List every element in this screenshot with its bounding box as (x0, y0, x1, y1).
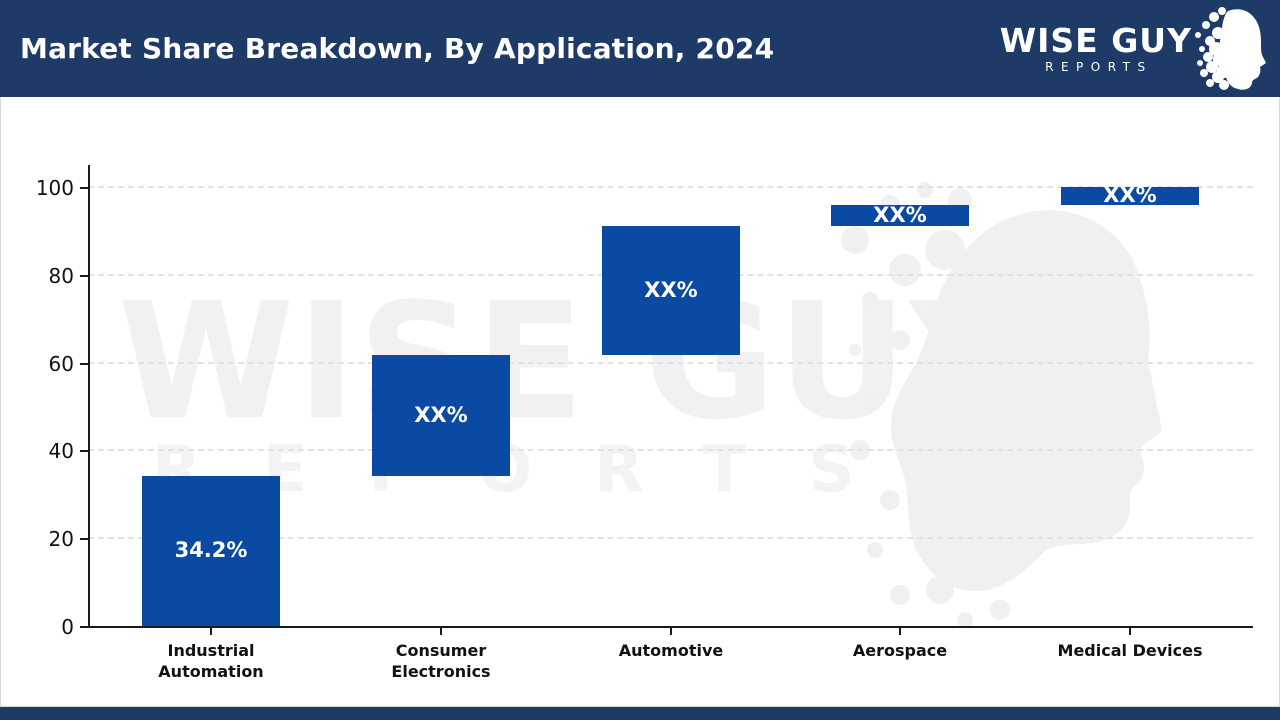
bar-value-label: 34.2% (174, 538, 248, 563)
logo-wordmark: WISE GUY (999, 21, 1192, 60)
y-tick-label: 40 (48, 439, 74, 464)
bar-value-label: XX% (644, 277, 698, 302)
y-tick-label: 100 (35, 176, 74, 200)
bar-value-label: XX% (414, 402, 468, 427)
y-tick (80, 362, 88, 365)
logo-head-icon (1195, 6, 1266, 90)
gridline (88, 186, 1253, 188)
watermark-wordmark: WISE GUY (118, 268, 1028, 455)
y-tick-label: 0 (61, 615, 74, 639)
x-axis-label: Aerospace (852, 641, 948, 660)
bar (1061, 187, 1199, 205)
y-tick-label: 20 (48, 527, 74, 552)
x-axis-label: Industrial Automation (158, 641, 264, 681)
x-tick (210, 628, 212, 635)
footer-bar (0, 706, 1280, 720)
gridline (88, 361, 1253, 364)
x-axis-label: Medical Devices (1057, 641, 1203, 660)
y-tick (80, 538, 88, 541)
page-title: Market Share Breakdown, By Application, … (20, 32, 775, 65)
x-axis-label: Automotive (618, 641, 724, 660)
y-tick (80, 187, 88, 189)
x-tick (899, 628, 901, 635)
bar-value-label: XX% (873, 202, 927, 227)
gridline (88, 537, 1253, 540)
bar-value-label: XX% (1103, 183, 1157, 208)
gridline (88, 449, 1253, 452)
y-tick (80, 626, 88, 628)
x-axis-line (88, 626, 1253, 628)
bar (142, 475, 280, 626)
header: Market Share Breakdown, By Application, … (0, 0, 1280, 97)
bar (831, 204, 969, 226)
x-tick (670, 628, 672, 635)
wiseguy-logo: WISE GUY REPORTS (1000, 5, 1266, 93)
bar (602, 225, 740, 356)
logo-subtext: REPORTS (1045, 60, 1153, 74)
y-axis-spine (88, 165, 90, 628)
y-tick (80, 274, 88, 277)
watermark-head-icon (841, 182, 1162, 628)
bar (372, 355, 510, 476)
x-tick (440, 628, 442, 635)
y-tick-label: 60 (48, 351, 74, 376)
y-tick (80, 450, 88, 453)
x-tick (1129, 628, 1131, 635)
y-tick-label: 80 (48, 263, 74, 288)
x-axis-label: Consumer Electronics (391, 641, 491, 681)
